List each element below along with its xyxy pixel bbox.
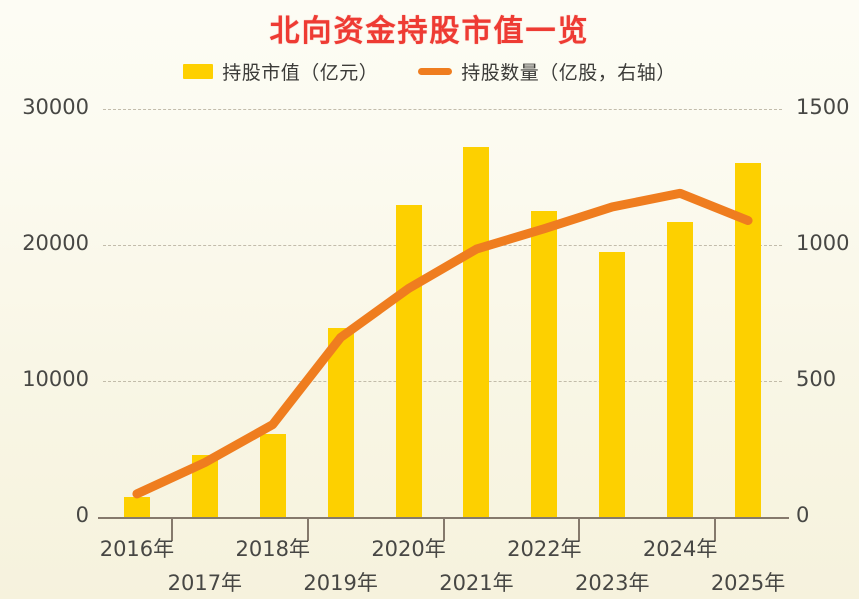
x-axis-label-2018年: 2018年 <box>235 537 310 561</box>
x-axis-label-2020年: 2020年 <box>371 537 446 561</box>
bar-2021年[interactable] <box>463 147 490 517</box>
bar-2025年[interactable] <box>735 163 762 517</box>
x-axis-label-2019年: 2019年 <box>303 571 378 595</box>
chart-legend: 持股市值（亿元） 持股数量（亿股，右轴） <box>0 58 859 85</box>
y-axis-tick-label: 20000 <box>22 231 89 255</box>
bar-2019年[interactable] <box>327 327 354 517</box>
x-axis-label-2023年: 2023年 <box>575 571 650 595</box>
legend-item-bar: 持股市值（亿元） <box>183 58 378 85</box>
legend-line-swatch-icon <box>418 68 453 75</box>
y2-axis-tick-label: 500 <box>796 367 837 391</box>
x-axis-label-2024年: 2024年 <box>642 537 718 561</box>
x-axis-label-2016年: 2016年 <box>99 537 175 561</box>
y2-axis-tick-label: 0 <box>796 503 810 527</box>
y2-axis-tick-label: 1500 <box>796 95 850 119</box>
bar-2018年[interactable] <box>259 434 286 517</box>
bar-2016年[interactable] <box>123 497 150 517</box>
y-axis-tick-label: 0 <box>75 503 89 527</box>
bar-2024年[interactable] <box>667 221 694 517</box>
x-axis-label-2021年: 2021年 <box>439 571 514 595</box>
bar-2020年[interactable] <box>395 204 422 517</box>
gridline <box>103 109 782 110</box>
x-axis-label-2017年: 2017年 <box>167 571 243 595</box>
x-axis-tick-mark <box>170 519 173 541</box>
x-axis-label-2022年: 2022年 <box>507 537 582 561</box>
y-axis-tick-label: 10000 <box>22 367 89 391</box>
legend-item-bar-label: 持股市值（亿元） <box>222 62 379 84</box>
bar-2017年[interactable] <box>191 454 218 517</box>
x-axis-tick-mark <box>306 519 309 541</box>
x-axis-baseline <box>98 517 789 519</box>
x-axis-tick-mark <box>442 519 445 541</box>
y2-axis-tick-label: 1000 <box>796 231 850 255</box>
bar-2023年[interactable] <box>599 251 626 517</box>
x-axis-label-2025年: 2025年 <box>710 571 786 595</box>
legend-item-line: 持股数量（亿股，右轴） <box>418 58 676 85</box>
page-title: 北向资金持股市值一览 <box>269 14 590 49</box>
x-axis-tick-mark <box>714 519 717 541</box>
legend-item-line-label: 持股数量（亿股，右轴） <box>461 62 676 84</box>
legend-bar-swatch-icon <box>183 64 214 79</box>
x-axis-tick-mark <box>578 519 581 541</box>
y-axis-tick-label: 30000 <box>22 95 89 119</box>
bar-2022年[interactable] <box>531 211 558 517</box>
